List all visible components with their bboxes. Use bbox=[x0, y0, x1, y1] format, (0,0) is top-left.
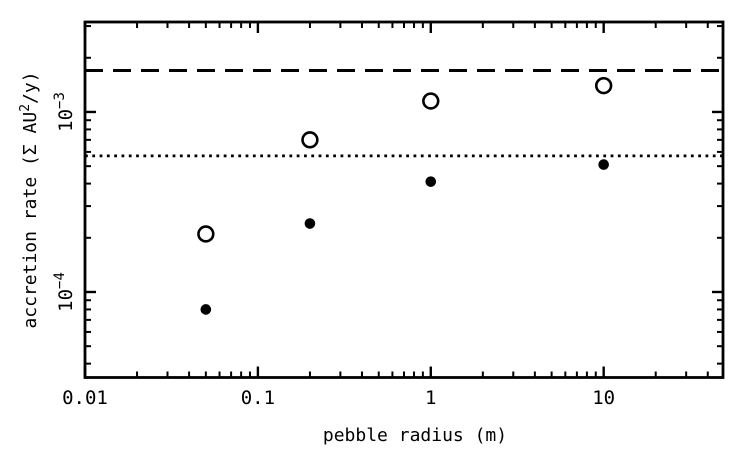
x-tick-label: 0.1 bbox=[241, 387, 275, 409]
data-point-filled-circle bbox=[200, 304, 212, 315]
data-point-filled-circle bbox=[425, 176, 437, 187]
series-filled-circle bbox=[200, 159, 609, 315]
y-axis-label: accretion rate (Σ AU2/y) bbox=[18, 71, 41, 328]
data-point-open-circle bbox=[594, 76, 613, 95]
data-point-open-circle bbox=[422, 92, 440, 110]
y-tick-label: 10−4 bbox=[52, 272, 77, 312]
x-tick-label: 1 bbox=[425, 387, 436, 409]
data-point-open-circle bbox=[197, 225, 215, 243]
series-open-circle bbox=[197, 76, 613, 243]
x-axis-label: pebble radius (m) bbox=[323, 425, 507, 446]
y-tick-label: 10−3 bbox=[52, 92, 77, 132]
data-point-open-circle bbox=[301, 131, 319, 149]
y-axis-ticks bbox=[85, 25, 723, 365]
x-axis-ticks bbox=[83, 22, 709, 378]
data-point-filled-circle bbox=[598, 159, 609, 170]
data-point-filled-circle bbox=[304, 218, 316, 229]
x-tick-label: 10 bbox=[592, 387, 615, 409]
x-tick-label: 0.01 bbox=[62, 387, 108, 409]
x-tick-labels: 0.01 0.1 1 10 bbox=[62, 387, 615, 409]
y-tick-labels: 10−4 10−3 bbox=[52, 92, 77, 312]
